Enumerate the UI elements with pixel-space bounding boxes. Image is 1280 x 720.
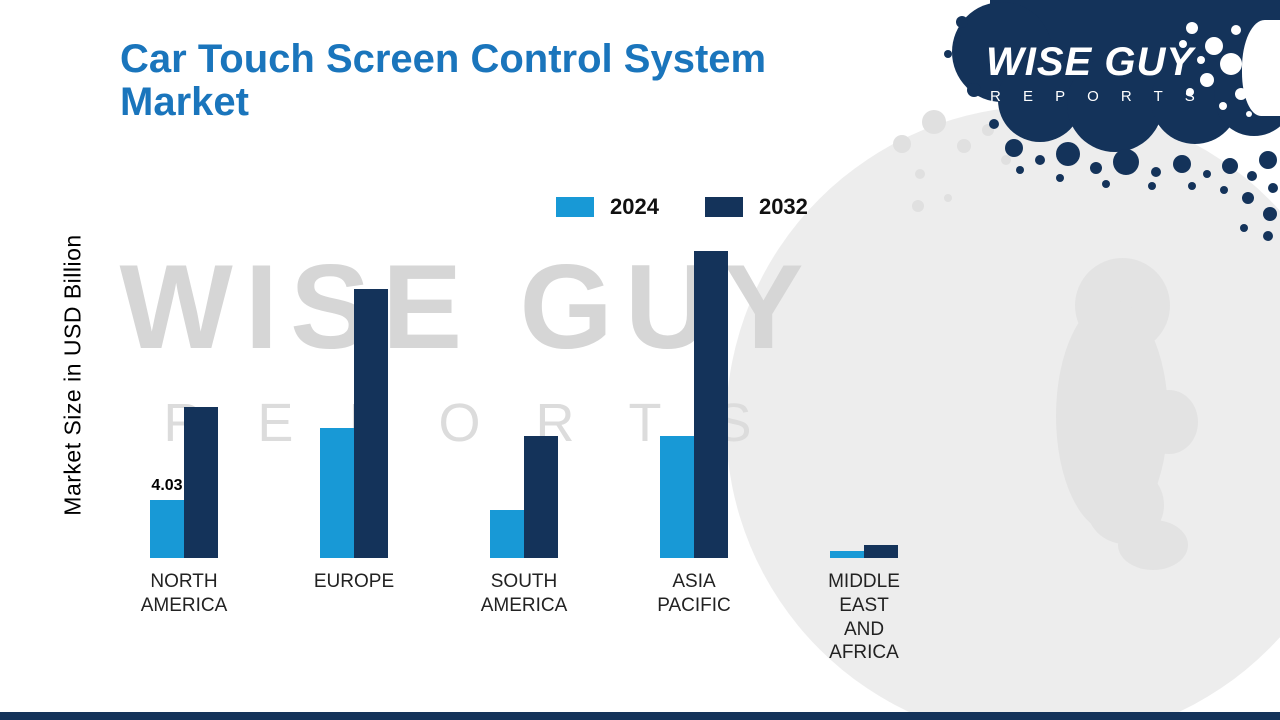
white-dot	[1220, 53, 1242, 75]
bar-2024-europe	[320, 428, 354, 558]
logo-face-profile-icon	[1242, 20, 1280, 116]
bar-2032-europe	[354, 289, 388, 558]
bar-2024-asia-pacific	[660, 436, 694, 558]
category-group-north-america: 4.03 NORTH AMERICA	[99, 230, 269, 616]
bar-2024-north-america: 4.03	[150, 477, 184, 558]
bar-2032-middle-east-and-africa	[864, 545, 898, 558]
legend-swatch-2032	[704, 197, 743, 217]
navy-dot	[1259, 151, 1277, 169]
bar-2032-north-america	[184, 407, 218, 558]
navy-dot	[955, 33, 961, 39]
legend-label-2024: 2024	[610, 194, 659, 219]
logo-background	[990, 0, 1280, 112]
white-dot	[1246, 111, 1252, 117]
category-label-asia-pacific: ASIA PACIFIC	[657, 571, 731, 616]
category-group-south-america: SOUTH AMERICA	[439, 230, 609, 616]
logo-blob-bump	[952, 2, 1052, 102]
white-dot	[1200, 73, 1214, 87]
navy-dot	[967, 83, 981, 97]
category-group-asia-pacific: ASIA PACIFIC	[609, 230, 779, 616]
category-group-europe: EUROPE	[269, 230, 439, 592]
category-label-north-america: NORTH AMERICA	[140, 571, 228, 616]
white-dot	[1186, 22, 1198, 34]
navy-dot	[944, 50, 952, 58]
category-label-south-america: SOUTH AMERICA	[480, 571, 568, 616]
category-label-europe: EUROPE	[313, 571, 395, 592]
navy-dot	[1268, 183, 1278, 193]
bar-2024-middle-east-and-africa	[830, 551, 864, 558]
y-axis-label: Market Size in USD Billion	[59, 234, 86, 516]
white-dot	[1205, 37, 1223, 55]
logo-subtitle: R E P O R T S	[990, 88, 1204, 105]
navy-dot	[956, 16, 968, 28]
bar-2024-south-america	[490, 510, 524, 558]
bar-2032-south-america	[524, 436, 558, 558]
bar-value-label: 4.03	[151, 477, 183, 494]
white-dot	[1231, 25, 1241, 35]
footer-bar	[0, 712, 1280, 720]
legend-swatch-2024	[556, 197, 594, 217]
category-label-middle-east-and-africa: MIDDLE EAST AND AFRICA	[828, 571, 900, 664]
legend-label-2032: 2032	[758, 194, 808, 219]
category-group-middle-east-and-africa: MIDDLE EAST AND AFRICA	[779, 230, 949, 663]
white-dot	[1186, 88, 1194, 96]
bar-2032-asia-pacific	[694, 251, 728, 558]
white-dot	[1235, 88, 1247, 100]
white-dot	[1219, 102, 1227, 110]
plot-area: 4.03 NORTH AMERICA EUROPE SOUTH AMERICA ASIA…	[99, 230, 949, 663]
logo-wordmark: WISE GUY	[986, 40, 1195, 84]
chart-legend: 2024 2032	[556, 194, 808, 220]
white-dot	[1197, 56, 1205, 64]
chart-title: Car Touch Screen Control System Market	[120, 37, 767, 125]
white-dot	[1179, 40, 1187, 48]
logo-blob-bump	[1214, 56, 1280, 136]
white-dot	[1249, 48, 1257, 56]
